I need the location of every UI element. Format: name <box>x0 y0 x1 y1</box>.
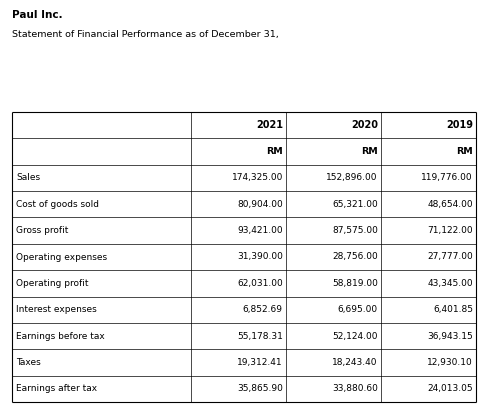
Text: 19,312.41: 19,312.41 <box>237 358 283 367</box>
Text: 65,321.00: 65,321.00 <box>332 200 378 209</box>
Text: Earnings after tax: Earnings after tax <box>16 384 97 393</box>
Text: 36,943.15: 36,943.15 <box>427 332 473 341</box>
Text: Earnings before tax: Earnings before tax <box>16 332 104 341</box>
Text: 2019: 2019 <box>446 120 473 130</box>
Text: Operating profit: Operating profit <box>16 279 88 288</box>
Text: 6,695.00: 6,695.00 <box>338 305 378 314</box>
Text: RM: RM <box>361 147 378 156</box>
Text: 87,575.00: 87,575.00 <box>332 226 378 235</box>
Text: Sales: Sales <box>16 173 40 183</box>
Text: RM: RM <box>456 147 473 156</box>
Text: 18,243.40: 18,243.40 <box>332 358 378 367</box>
Text: 27,777.00: 27,777.00 <box>427 253 473 262</box>
Text: 55,178.31: 55,178.31 <box>237 332 283 341</box>
Text: 71,122.00: 71,122.00 <box>427 226 473 235</box>
Text: 52,124.00: 52,124.00 <box>332 332 378 341</box>
Text: 152,896.00: 152,896.00 <box>326 173 378 183</box>
Text: 93,421.00: 93,421.00 <box>237 226 283 235</box>
Text: 12,930.10: 12,930.10 <box>427 358 473 367</box>
Text: 28,756.00: 28,756.00 <box>332 253 378 262</box>
Text: RM: RM <box>266 147 283 156</box>
Text: Statement of Financial Performance as of December 31,: Statement of Financial Performance as of… <box>12 30 279 39</box>
Text: Operating expenses: Operating expenses <box>16 253 107 262</box>
Text: 119,776.00: 119,776.00 <box>422 173 473 183</box>
Text: 24,013.05: 24,013.05 <box>427 384 473 393</box>
Text: Cost of goods sold: Cost of goods sold <box>16 200 99 209</box>
Text: 48,654.00: 48,654.00 <box>427 200 473 209</box>
Text: 62,031.00: 62,031.00 <box>237 279 283 288</box>
Text: 80,904.00: 80,904.00 <box>237 200 283 209</box>
Text: Paul Inc.: Paul Inc. <box>12 10 62 20</box>
Text: 2021: 2021 <box>256 120 283 130</box>
Text: Interest expenses: Interest expenses <box>16 305 97 314</box>
Text: 174,325.00: 174,325.00 <box>231 173 283 183</box>
Text: Gross profit: Gross profit <box>16 226 68 235</box>
Text: 33,880.60: 33,880.60 <box>332 384 378 393</box>
Text: 31,390.00: 31,390.00 <box>237 253 283 262</box>
Text: 35,865.90: 35,865.90 <box>237 384 283 393</box>
Text: 43,345.00: 43,345.00 <box>427 279 473 288</box>
Text: 58,819.00: 58,819.00 <box>332 279 378 288</box>
Text: Taxes: Taxes <box>16 358 41 367</box>
Text: 2020: 2020 <box>351 120 378 130</box>
Text: 6,401.85: 6,401.85 <box>433 305 473 314</box>
Text: 6,852.69: 6,852.69 <box>243 305 283 314</box>
